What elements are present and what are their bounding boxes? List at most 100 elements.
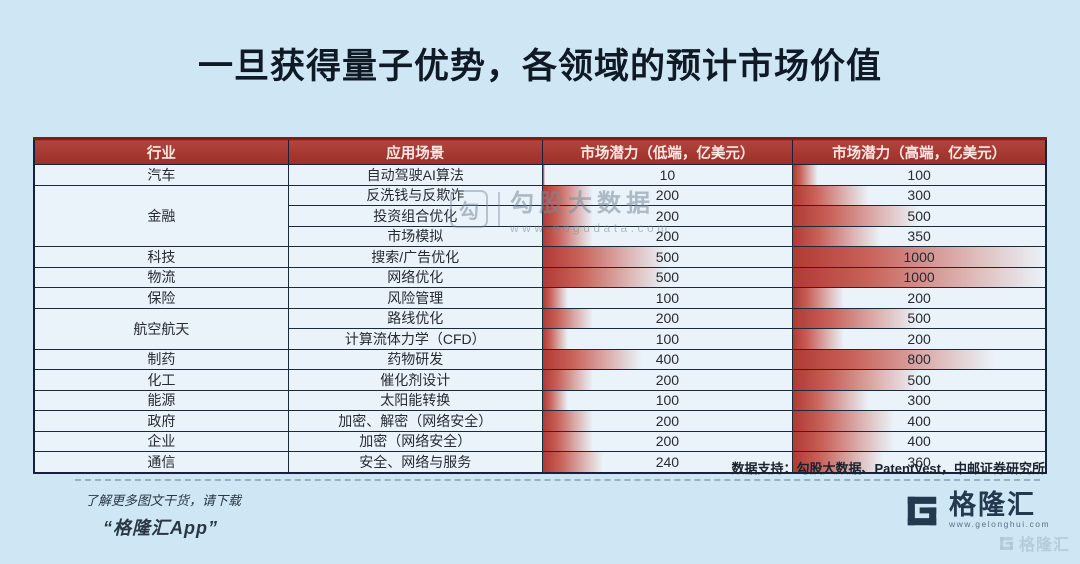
cell-value: 500 xyxy=(907,310,931,327)
application-cell: 自动驾驶AI算法 xyxy=(287,164,543,186)
table-row: 市场模拟 200 350 xyxy=(34,225,1047,247)
market-potential-cell: 10 xyxy=(541,164,794,186)
cell-value: 100 xyxy=(655,392,680,409)
application-cell: 路线优化 xyxy=(287,307,543,329)
market-potential-cell: 500 xyxy=(792,307,1047,329)
cell-value: 10 xyxy=(659,166,676,183)
corner-watermark-text: 格隆汇 xyxy=(1019,537,1071,554)
data-bar xyxy=(543,267,668,287)
data-bar xyxy=(543,329,568,349)
table-row: 化工 催化剂设计 200 500 xyxy=(33,369,1047,391)
data-bar xyxy=(793,349,995,369)
corner-watermark: 格隆汇 xyxy=(998,531,1070,555)
data-bar xyxy=(793,329,844,349)
table-row: 物流 网络优化 500 1000 xyxy=(33,266,1047,288)
gelonghui-g-icon xyxy=(907,496,937,526)
market-potential-cell: 300 xyxy=(792,184,1047,206)
table-row: 汽车 自动驾驶AI算法 10 100 xyxy=(33,164,1047,186)
market-potential-cell: 1000 xyxy=(792,266,1047,288)
industry-cell: 化工 xyxy=(33,369,289,391)
cell-value: 1000 xyxy=(903,269,935,286)
data-bar xyxy=(793,452,884,472)
market-potential-cell: 200 xyxy=(541,369,794,391)
data-bar xyxy=(543,370,593,390)
cell-value: 200 xyxy=(655,371,680,388)
data-bar xyxy=(543,349,643,369)
data-bar xyxy=(793,267,1045,287)
table-body: 汽车 自动驾驶AI算法 10 100 金融 反洗钱与反欺诈 200 300 投资组合优化 200 5… xyxy=(33,164,1047,473)
cell-value: 360 xyxy=(907,453,931,470)
data-bar xyxy=(543,185,593,205)
market-potential-cell: 400 xyxy=(792,430,1047,452)
cell-value: 500 xyxy=(907,371,931,388)
cell-value: 500 xyxy=(655,248,680,265)
data-bar xyxy=(793,185,869,205)
data-source-note: 数据支持：勾股大数据、PatentVest，中邮证券研究所 xyxy=(731,461,1045,476)
application-cell: 搜索/广告优化 xyxy=(287,246,543,268)
cell-value: 300 xyxy=(907,392,931,409)
data-bar xyxy=(543,226,593,246)
application-cell: 安全、网络与服务 xyxy=(287,451,543,473)
cell-value: 300 xyxy=(907,187,931,204)
cell-value: 200 xyxy=(907,330,931,347)
data-bar xyxy=(793,411,894,431)
dashed-divider xyxy=(75,479,1040,481)
data-bar xyxy=(793,308,920,328)
industry-cell: 通信 xyxy=(33,451,289,473)
data-bar xyxy=(793,390,869,410)
market-potential-cell: 100 xyxy=(541,389,794,411)
app-promo-line1: 了解更多图文干货，请下载 xyxy=(85,493,242,508)
cell-value: 200 xyxy=(655,228,680,245)
cell-value: 500 xyxy=(907,207,931,224)
cell-value: 350 xyxy=(907,228,931,245)
cell-value: 200 xyxy=(655,433,680,450)
table-row: 科技 搜索/广告优化 500 1000 xyxy=(33,246,1047,268)
data-bar xyxy=(543,247,668,267)
cell-value: 200 xyxy=(655,412,680,429)
data-bar xyxy=(793,165,819,185)
market-potential-cell: 100 xyxy=(541,287,794,309)
market-potential-cell: 400 xyxy=(541,348,794,370)
market-potential-cell: 350 xyxy=(792,225,1047,247)
table-row: 制药 药物研发 400 800 xyxy=(33,348,1047,370)
table-row: 保险 风险管理 100 200 xyxy=(33,287,1047,309)
col-header-scenario: 应用场景 xyxy=(287,138,543,165)
industry-cell: 制药 xyxy=(33,348,289,370)
col-header-high: 市场潜力（高端，亿美元） xyxy=(792,138,1047,165)
market-potential-cell: 200 xyxy=(541,205,794,227)
gelonghui-logo: 格隆汇 www.gelonghui.com xyxy=(903,492,1050,530)
table-row: 通信 安全、网络与服务 240 360 xyxy=(33,451,1047,473)
market-potential-cell: 200 xyxy=(541,430,794,452)
market-potential-cell: 100 xyxy=(792,164,1047,186)
market-potential-cell: 800 xyxy=(792,348,1047,370)
market-potential-cell: 200 xyxy=(541,225,794,247)
market-value-table: 行业 应用场景 市场潜力（低端，亿美元） 市场潜力（高端，亿美元） 汽车 自动驾驶… xyxy=(33,137,1047,474)
col-header-low: 市场潜力（低端，亿美元） xyxy=(541,138,794,165)
market-potential-cell: 400 xyxy=(792,410,1047,432)
brand-url: www.gelonghui.com xyxy=(949,519,1051,529)
data-bar xyxy=(543,288,568,308)
application-cell: 加密、解密（网络安全） xyxy=(287,410,543,432)
brand-name: 格隆汇 xyxy=(949,490,1036,520)
cell-value: 200 xyxy=(655,207,680,224)
market-potential-cell: 200 xyxy=(792,328,1047,350)
table-header-row: 行业 应用场景 市场潜力（低端，亿美元） 市场潜力（高端，亿美元） xyxy=(33,138,1047,165)
industry-cell: 汽车 xyxy=(33,164,289,186)
market-potential-cell: 500 xyxy=(792,205,1047,227)
cell-value: 200 xyxy=(655,310,680,327)
application-cell: 网络优化 xyxy=(287,266,543,288)
cell-value: 100 xyxy=(907,166,931,183)
cell-value: 200 xyxy=(907,289,931,306)
application-cell: 市场模拟 xyxy=(287,225,543,247)
market-potential-cell: 200 xyxy=(792,287,1047,309)
data-bar xyxy=(543,165,546,185)
table-row: 航空航天 路线优化 200 500 xyxy=(33,307,1047,350)
market-potential-cell: 300 xyxy=(792,389,1047,411)
data-bar xyxy=(793,288,844,308)
table-row: 政府 加密、解密（网络安全） 200 400 xyxy=(33,410,1047,432)
cell-value: 200 xyxy=(655,187,680,204)
market-potential-cell: 200 xyxy=(541,307,794,329)
cell-value: 100 xyxy=(655,330,680,347)
market-potential-cell: 500 xyxy=(541,246,794,268)
data-bar xyxy=(793,370,920,390)
